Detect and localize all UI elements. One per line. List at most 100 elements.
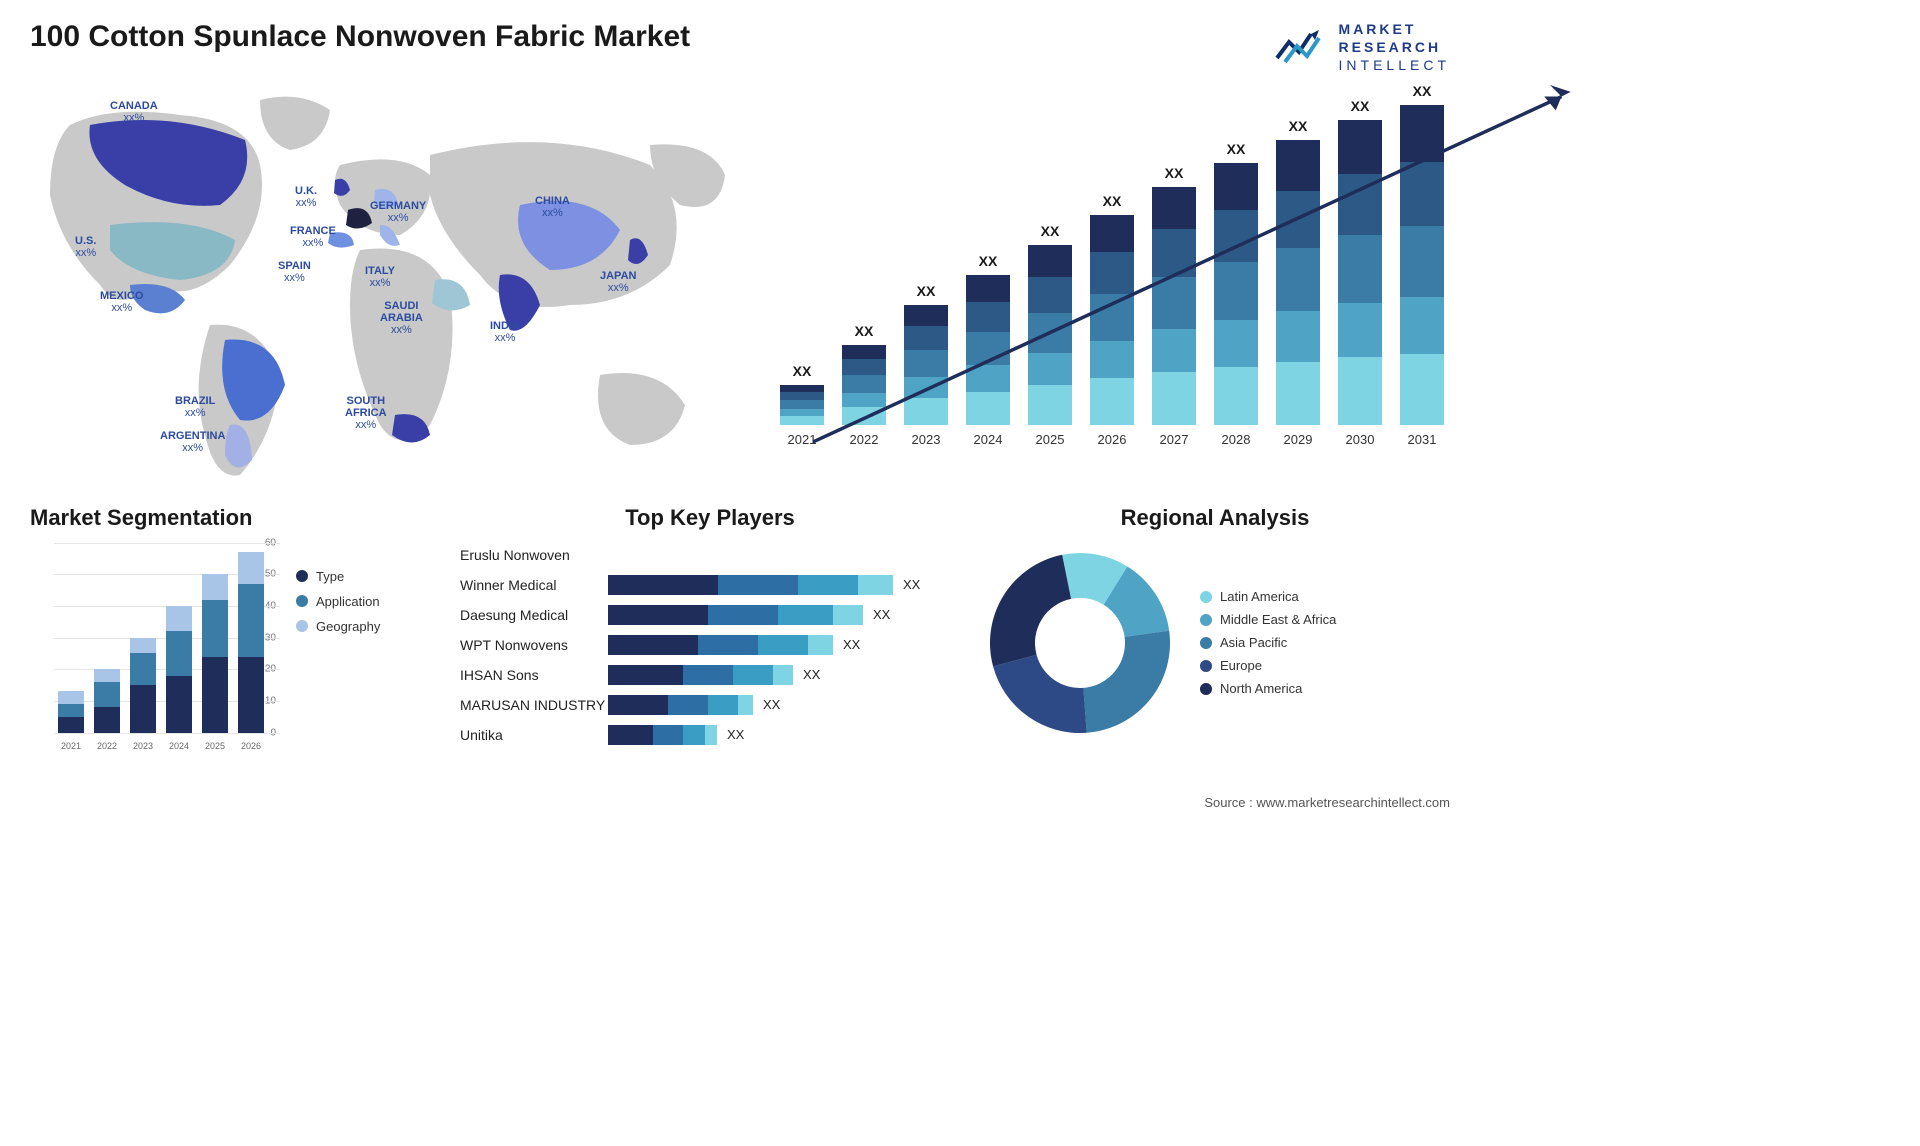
growth-value-label: XX — [1082, 193, 1142, 209]
segmentation-legend: Type Application Geography — [296, 559, 380, 753]
regional-legend-item: North America — [1200, 681, 1336, 696]
segmentation-title: Market Segmentation — [30, 505, 440, 531]
growth-value-label: XX — [1020, 223, 1080, 239]
map-label: ITALYxx% — [365, 265, 395, 289]
player-row: WPT NonwovensXX — [460, 633, 960, 657]
regional-legend-item: Europe — [1200, 658, 1336, 673]
players-chart: Eruslu NonwovenWinner MedicalXXDaesung M… — [460, 543, 960, 747]
growth-value-label: XX — [958, 253, 1018, 269]
player-row: Winner Medical XX — [460, 573, 960, 597]
players-section: Top Key Players Eruslu Nonwoven Winner Me… — [460, 505, 960, 753]
player-value: XX — [763, 697, 780, 712]
player-row: Daesung Medical XX — [460, 603, 960, 627]
seg-bar — [166, 606, 192, 733]
player-bar — [608, 665, 793, 685]
logo-icon — [1275, 28, 1329, 66]
growth-value-label: XX — [1392, 83, 1452, 99]
growth-bar — [1276, 140, 1320, 425]
map-label: MEXICOxx% — [100, 290, 143, 314]
player-value: XX — [803, 667, 820, 682]
player-name: IHSAN Sons — [460, 667, 608, 683]
map-label: SOUTHAFRICAxx% — [345, 395, 387, 431]
growth-xlabel: 2028 — [1206, 432, 1266, 447]
regional-legend-item: Middle East & Africa — [1200, 612, 1336, 627]
page-title: 100 Cotton Spunlace Nonwoven Fabric Mark… — [30, 20, 690, 54]
donut-slice — [990, 554, 1071, 666]
growth-value-label: XX — [1268, 118, 1328, 134]
growth-bar — [780, 385, 824, 425]
player-bar — [608, 695, 753, 715]
map-label: FRANCExx% — [290, 225, 336, 249]
player-row: MARUSAN INDUSTRY XX — [460, 693, 960, 717]
player-name: Daesung Medical — [460, 607, 608, 623]
growth-value-label: XX — [896, 283, 956, 299]
growth-xlabel: 2023 — [896, 432, 956, 447]
seg-legend-item: Type — [296, 569, 380, 584]
growth-xlabel: 2029 — [1268, 432, 1328, 447]
player-value: XX — [727, 727, 744, 742]
player-row: IHSAN Sons XX — [460, 663, 960, 687]
growth-bar — [966, 275, 1010, 425]
growth-bar — [1338, 120, 1382, 425]
saudi — [432, 279, 470, 310]
map-label: ARGENTINAxx% — [160, 430, 225, 454]
seg-xlabel: 2026 — [235, 741, 267, 751]
seg-xlabel: 2025 — [199, 741, 231, 751]
players-title: Top Key Players — [460, 505, 960, 531]
growth-xlabel: 2030 — [1330, 432, 1390, 447]
player-bar — [608, 605, 863, 625]
growth-bar — [842, 345, 886, 425]
seg-xlabel: 2024 — [163, 741, 195, 751]
player-value: XX — [873, 607, 890, 622]
map-label: SPAINxx% — [278, 260, 311, 284]
donut-slice — [993, 654, 1087, 732]
segmentation-section: Market Segmentation 01020304050602021202… — [30, 505, 440, 753]
seg-xlabel: 2021 — [55, 741, 87, 751]
seg-legend-item: Geography — [296, 619, 380, 634]
seg-bar — [58, 691, 84, 732]
growth-value-label: XX — [1144, 165, 1204, 181]
regional-legend-item: Asia Pacific — [1200, 635, 1336, 650]
seg-bar — [130, 638, 156, 733]
growth-xlabel: 2031 — [1392, 432, 1452, 447]
growth-xlabel: 2024 — [958, 432, 1018, 447]
map-label: CHINAxx% — [535, 195, 570, 219]
player-bar — [608, 575, 893, 595]
regional-donut — [980, 543, 1180, 743]
map-label: INDIAxx% — [490, 320, 520, 344]
regional-title: Regional Analysis — [980, 505, 1450, 531]
player-bar — [608, 635, 833, 655]
growth-xlabel: 2027 — [1144, 432, 1204, 447]
player-name: MARUSAN INDUSTRY — [460, 697, 608, 713]
player-value: XX — [903, 577, 920, 592]
seg-bar — [202, 574, 228, 732]
player-name: Unitika — [460, 727, 608, 743]
regional-legend-item: Latin America — [1200, 589, 1336, 604]
map-label: BRAZILxx% — [175, 395, 215, 419]
player-row: Eruslu Nonwoven — [460, 543, 960, 567]
map-label: GERMANYxx% — [370, 200, 426, 224]
seg-bar — [94, 669, 120, 732]
map-label: JAPANxx% — [600, 270, 636, 294]
seg-bar — [238, 552, 264, 733]
growth-bar — [904, 305, 948, 425]
growth-xlabel: 2025 — [1020, 432, 1080, 447]
seg-legend-item: Application — [296, 594, 380, 609]
seg-xlabel: 2023 — [127, 741, 159, 751]
map-label: SAUDIARABIAxx% — [380, 300, 423, 336]
growth-bar — [1400, 105, 1444, 425]
growth-xlabel: 2021 — [772, 432, 832, 447]
growth-chart: 2021XX2022XX2023XX2024XX2025XX2026XX2027… — [760, 85, 1450, 465]
player-row: Unitika XX — [460, 723, 960, 747]
map-label: U.S.xx% — [75, 235, 96, 259]
map-label: CANADAxx% — [110, 100, 158, 124]
growth-xlabel: 2022 — [834, 432, 894, 447]
world-map: CANADAxx% U.S.xx% MEXICOxx% BRAZILxx% ARGENT… — [30, 85, 730, 485]
growth-value-label: XX — [772, 363, 832, 379]
map-label: U.K.xx% — [295, 185, 317, 209]
player-name: WPT Nonwovens — [460, 637, 608, 653]
growth-bar — [1152, 187, 1196, 425]
logo: MARKET RESEARCH INTELLECT — [1275, 20, 1450, 75]
player-name: Winner Medical — [460, 577, 608, 593]
growth-bar — [1028, 245, 1072, 425]
